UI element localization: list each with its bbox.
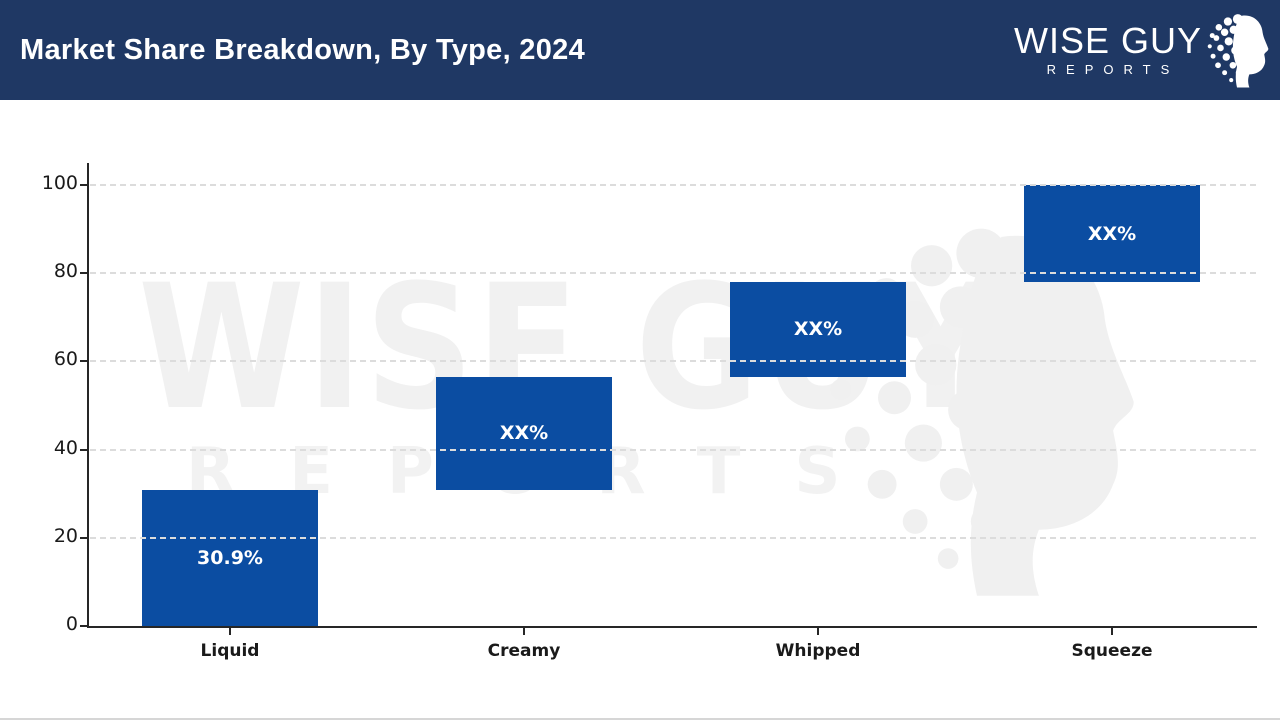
x-axis-category-label: Creamy: [487, 641, 561, 661]
wiseguy-logo: WISE GUY REPORTS: [1014, 10, 1270, 90]
x-axis-category-label: Squeeze: [1071, 641, 1153, 661]
y-axis-line: [87, 163, 89, 628]
y-axis-tick: [80, 184, 88, 186]
x-axis-line: [87, 626, 1257, 628]
x-axis-tick: [229, 628, 231, 635]
y-axis-tick: [80, 536, 88, 539]
page-title: Market Share Breakdown, By Type, 2024: [20, 33, 586, 66]
bar-value-label: 30.9%: [197, 546, 263, 569]
x-axis-tick: [523, 628, 525, 635]
gridline: [90, 448, 1256, 451]
gridline: [90, 360, 1256, 363]
y-axis-tick: [80, 360, 88, 363]
y-axis-tick-label: 20: [53, 524, 78, 547]
bar-value-label: XX%: [499, 422, 549, 445]
gridline: [90, 184, 1256, 186]
x-axis-category-label: Liquid: [200, 641, 260, 661]
bar-value-label: XX%: [1087, 222, 1137, 245]
x-axis-tick: [1111, 628, 1113, 635]
bar-value-label: XX%: [793, 318, 843, 341]
y-axis-tick-label: 60: [53, 348, 78, 371]
waterfall-bar: XX%: [436, 376, 612, 490]
x-axis-tick: [817, 628, 819, 635]
y-axis-tick: [80, 448, 88, 451]
wiseguy-head-icon: [1207, 14, 1269, 88]
y-axis-tick-label: 0: [65, 613, 78, 635]
y-axis-tick-label: 100: [41, 172, 78, 194]
gridline: [90, 536, 1256, 539]
logo-wordmark: WISE GUY: [1013, 20, 1202, 61]
x-axis-category-label: Whipped: [775, 641, 861, 661]
wiseguy-logo-text: WISE GUY REPORTS: [1013, 20, 1202, 78]
waterfall-bar: XX%: [730, 282, 906, 377]
y-axis-tick: [80, 625, 88, 627]
header-band: Market Share Breakdown, By Type, 2024 WI…: [0, 0, 1280, 100]
logo-subtitle: REPORTS: [1046, 62, 1180, 77]
gridline: [90, 272, 1256, 275]
y-axis-tick: [80, 272, 88, 275]
waterfall-bar: 30.9%: [142, 489, 318, 626]
y-axis-tick-label: 80: [53, 260, 78, 283]
y-axis-tick-label: 40: [53, 436, 78, 459]
waterfall-bar: XX%: [1024, 185, 1200, 283]
